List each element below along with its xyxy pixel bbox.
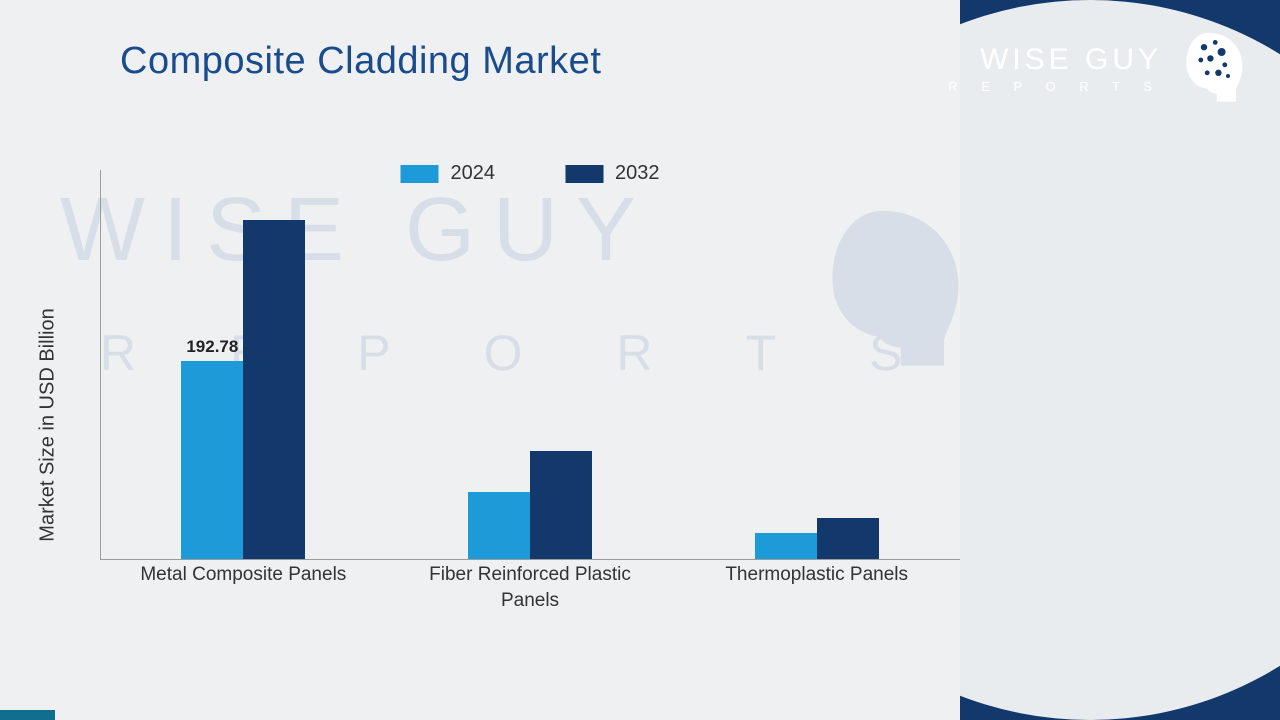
bar-group: 192.78 [100,169,387,559]
bar [817,518,879,559]
page: WISE GUY R E P O R T S Composite Claddin… [0,0,1280,720]
category-label: Thermoplastic Panels [673,562,960,613]
bar [243,220,305,559]
x-axis [100,559,960,560]
brand-line1: WISE GUY [980,43,1162,77]
brand-logo: WISE GUY R E P O R T S [948,28,1252,108]
chart: Market Size in USD Billion 2024 2032 192… [58,170,978,680]
category-label: Metal Composite Panels [100,562,387,613]
category-label: Fiber Reinforced Plastic Panels [387,562,674,613]
bar-group [387,169,674,559]
bar [755,533,817,559]
y-axis-label: Market Size in USD Billion [37,308,60,541]
bar-value-label: 192.78 [186,337,238,357]
bottom-strip [0,710,55,720]
brand-head-icon [1172,28,1252,108]
bar: 192.78 [181,361,243,559]
brand-line2: R E P O R T S [948,79,1162,94]
bar [530,451,592,559]
chart-title: Composite Cladding Market [120,40,601,83]
bar [468,492,530,559]
x-labels: Metal Composite PanelsFiber Reinforced P… [100,562,960,613]
bar-group [673,169,960,559]
plot-area: 2024 2032 192.78 [100,170,960,560]
bar-groups: 192.78 [100,169,960,559]
